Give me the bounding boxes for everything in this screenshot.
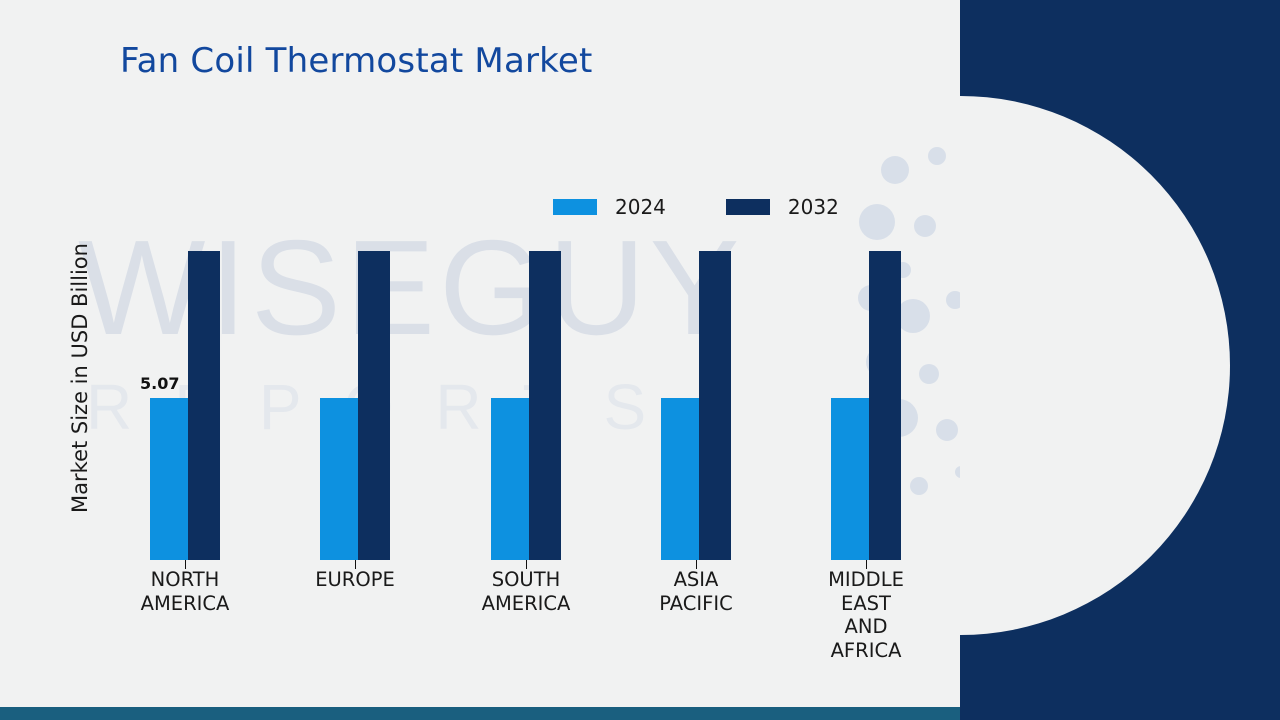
bar-2024-group-0[interactable] xyxy=(150,398,188,560)
legend-swatch-2024 xyxy=(553,199,597,215)
content-panel xyxy=(0,0,961,707)
axis-tick-4 xyxy=(866,560,867,569)
legend-label-2032: 2032 xyxy=(787,195,839,219)
panel-circle-decoration xyxy=(960,96,1230,635)
brand-panel: WISE GUY R E P O R T S xyxy=(960,0,1280,720)
chart-legend: 2024 2032 xyxy=(553,194,899,220)
legend-label-2024: 2024 xyxy=(615,195,666,219)
bottom-accent-bar xyxy=(0,707,1180,720)
axis-tick-3 xyxy=(696,560,697,569)
category-label-1: EUROPE xyxy=(315,568,395,591)
page-title: Fan Coil Thermostat Market xyxy=(120,41,593,81)
bar-2032-group-0[interactable] xyxy=(188,251,220,560)
bar-2032-group-2[interactable] xyxy=(529,251,561,560)
category-label-2: SOUTH AMERICA xyxy=(481,568,571,615)
plot-area: NORTH AMERICA EUROPE SOUTH AMERICA ASIA PAC… xyxy=(140,251,904,662)
bar-2032-group-4[interactable] xyxy=(869,251,901,560)
bar-2024-group-4[interactable] xyxy=(831,398,869,560)
bar-2032-group-1[interactable] xyxy=(358,251,390,560)
bar-2024-group-3[interactable] xyxy=(661,398,699,560)
bar-2024-group-1[interactable] xyxy=(320,398,358,560)
bar-2032-group-3[interactable] xyxy=(699,251,731,560)
category-label-4: MIDDLE EAST AND AFRICA xyxy=(828,568,904,662)
axis-tick-2 xyxy=(526,560,527,569)
axis-tick-0 xyxy=(185,560,186,569)
axis-tick-1 xyxy=(355,560,356,569)
legend-item-2032[interactable]: 2032 xyxy=(725,195,899,219)
category-label-3: ASIA PACIFIC xyxy=(659,568,733,615)
chart-container: Market Size in USD Billion 2024 2032 NOR… xyxy=(68,194,904,662)
category-label-0: NORTH AMERICA xyxy=(140,568,230,615)
bar-value-label: 5.07 xyxy=(140,374,180,393)
legend-item-2024[interactable]: 2024 xyxy=(553,195,726,219)
legend-swatch-2032 xyxy=(725,199,770,215)
bar-2024-group-2[interactable] xyxy=(491,398,529,560)
